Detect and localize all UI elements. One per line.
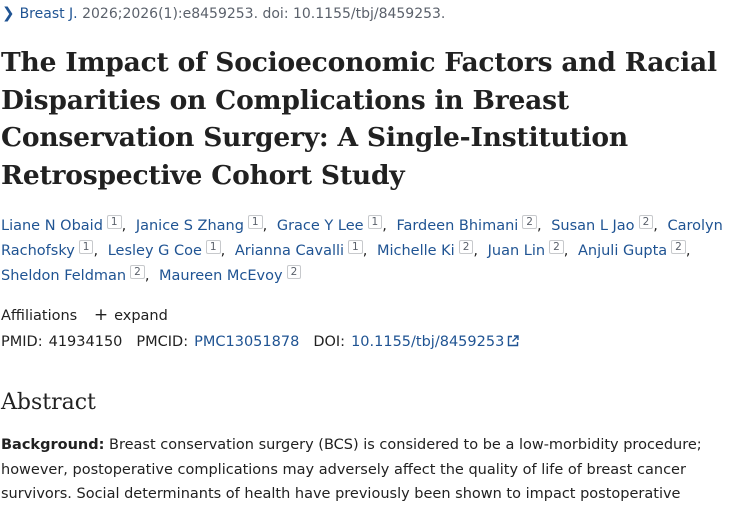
affiliation-badge[interactable]: 1 — [367, 215, 383, 229]
author-entry: Lesley G Coe 1, — [107, 240, 235, 259]
author-entry: Janice S Zhang 1, — [135, 215, 277, 234]
author-separator: , — [121, 218, 131, 234]
author-link[interactable]: Liane N Obaid — [1, 218, 103, 234]
doi-label: DOI: — [313, 334, 346, 350]
affiliation-badge[interactable]: 1 — [106, 215, 122, 229]
citation-line: ❯ Breast J. 2026;2026(1):e8459253. doi: 1… — [2, 4, 445, 22]
affiliations-row: Affiliations + expand — [1, 305, 168, 325]
author-separator: , — [685, 243, 691, 259]
affiliation-badge[interactable]: 1 — [348, 240, 363, 254]
affiliation-badge[interactable]: 1 — [247, 215, 263, 229]
affiliation-badge[interactable]: 2 — [549, 240, 564, 254]
author-link[interactable]: Michelle Ki — [376, 243, 455, 259]
author-separator: , — [473, 243, 483, 259]
citation-details: 2026;2026(1):e8459253. doi: 10.1155/tbj/… — [82, 6, 446, 22]
author-separator: , — [93, 243, 103, 259]
author-entry: Arianna Cavalli 1, — [234, 240, 377, 259]
pmid-label: PMID: — [1, 334, 43, 350]
journal-link[interactable]: Breast J. — [19, 6, 78, 22]
author-separator: , — [382, 218, 392, 234]
affiliations-label: Affiliations — [1, 308, 78, 324]
author-list: Liane N Obaid 1, Janice S Zhang 1, Grace Y… — [1, 214, 746, 289]
plus-icon: + — [93, 305, 109, 325]
author-link[interactable]: Janice S Zhang — [135, 218, 244, 234]
pmid-value: 41934150 — [48, 334, 123, 350]
affiliation-badge[interactable]: 2 — [458, 240, 474, 254]
author-link[interactable]: Anjuli Gupta — [577, 243, 668, 259]
author-entry: Grace Y Lee 1, — [276, 215, 397, 234]
affiliation-badge[interactable]: 2 — [130, 265, 145, 279]
background-label: Background: — [1, 437, 105, 453]
author-link[interactable]: Grace Y Lee — [276, 218, 364, 234]
abstract-paragraph: Background: Breast conservation surgery … — [1, 433, 746, 507]
author-separator: , — [220, 243, 230, 259]
affiliations-expand-button[interactable]: + expand — [93, 305, 168, 325]
background-text: Breast conservation surgery (BCS) is con… — [1, 437, 702, 502]
author-separator: , — [362, 243, 372, 259]
author-entry: Juan Lin 2, — [487, 240, 578, 259]
author-separator: , — [262, 218, 272, 234]
author-entry: Sheldon Feldman 2, — [1, 265, 159, 284]
author-link[interactable]: Maureen McEvoy — [159, 268, 283, 284]
author-link[interactable]: Fardeen Bhimani — [396, 218, 519, 234]
affiliation-badge[interactable]: 1 — [78, 240, 94, 254]
author-link[interactable]: Lesley G Coe — [107, 243, 202, 259]
doi-link[interactable]: 10.1155/tbj/8459253 — [351, 334, 505, 350]
affiliation-badge[interactable]: 2 — [286, 265, 302, 279]
affiliation-badge[interactable]: 2 — [522, 215, 537, 229]
author-separator: , — [653, 218, 663, 234]
author-entry: Carolyn Rachofsky 1, — [1, 218, 723, 259]
author-link[interactable]: Sheldon Feldman — [1, 268, 127, 284]
author-separator: , — [144, 268, 155, 284]
author-separator: , — [536, 218, 547, 234]
chevron-right-icon[interactable]: ❯ — [2, 4, 15, 22]
affiliation-badge[interactable]: 1 — [205, 240, 221, 254]
author-entry: Susan L Jao 2, — [551, 215, 667, 234]
identifiers-row: PMID: 41934150 PMCID: PMC13051878 DOI: 10.115… — [1, 334, 519, 350]
author-link[interactable]: Arianna Cavalli — [234, 243, 345, 259]
affiliation-badge[interactable]: 2 — [671, 240, 686, 254]
pmcid-label: PMCID: — [136, 334, 189, 350]
author-separator: , — [563, 243, 573, 259]
external-link-icon[interactable] — [507, 335, 519, 347]
author-entry: Fardeen Bhimani 2, — [396, 215, 551, 234]
author-link[interactable]: Carolyn Rachofsky — [1, 218, 723, 259]
expand-label: expand — [114, 308, 168, 324]
pmcid-link[interactable]: PMC13051878 — [194, 334, 300, 350]
author-entry: Anjuli Gupta 2, — [577, 240, 696, 259]
abstract-heading: Abstract — [1, 390, 96, 415]
author-link[interactable]: Susan L Jao — [551, 218, 635, 234]
affiliation-badge[interactable]: 2 — [638, 215, 654, 229]
article-title: The Impact of Socioeconomic Factors and … — [1, 47, 717, 191]
author-entry: Liane N Obaid 1, — [1, 215, 136, 234]
author-entry: Michelle Ki 2, — [376, 240, 488, 259]
author-link[interactable]: Juan Lin — [487, 243, 546, 259]
author-entry: Maureen McEvoy 2 — [159, 265, 306, 284]
